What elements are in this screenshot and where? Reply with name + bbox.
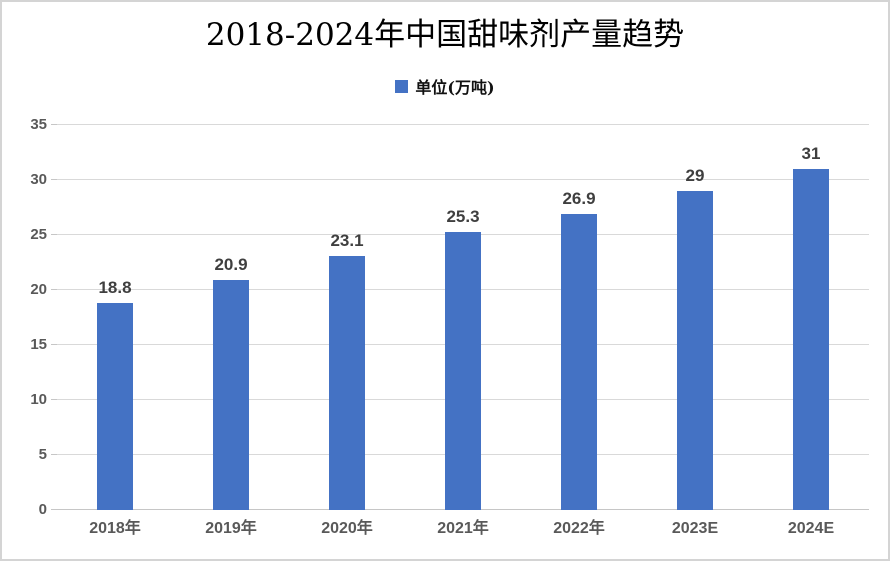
bar-value-label: 23.1 <box>330 230 364 250</box>
bar <box>445 231 481 510</box>
x-axis-label: 2021年 <box>437 520 489 537</box>
legend-swatch-icon <box>395 79 409 93</box>
chart-title: 2018-2024年中国甜味剂产量趋势 <box>205 17 685 53</box>
bar-value-label: 26.9 <box>562 189 596 209</box>
bar-group: 23.1 <box>289 125 405 510</box>
bar-group: 25.3 <box>405 125 521 510</box>
bar <box>677 191 713 510</box>
bar <box>213 280 249 510</box>
y-axis-tick <box>51 179 57 180</box>
y-axis-tick <box>51 124 57 125</box>
bar-value-label: 18.8 <box>98 278 132 298</box>
y-axis-tick <box>51 344 57 345</box>
y-axis-tick-label: 5 <box>38 446 47 463</box>
x-axis-label: 2023E <box>671 520 719 537</box>
y-axis-tick-label: 30 <box>30 170 47 188</box>
plot-area: 18.8 20.9 23.1 25.3 26.9 29 31 <box>51 124 869 510</box>
x-axis-label: 2020年 <box>321 520 373 537</box>
bar-value-label: 25.3 <box>446 206 480 226</box>
x-axis-label: 2024E <box>787 520 835 537</box>
y-axis: 0 5 10 15 20 25 30 35 <box>2 116 47 518</box>
bar-value-label: 31 <box>801 144 821 163</box>
gridline <box>57 124 869 125</box>
y-axis-tick <box>51 289 57 291</box>
x-axis-label: 2018年 <box>89 520 141 537</box>
bar-group: 29 <box>637 125 753 510</box>
y-axis-tick <box>51 399 57 401</box>
bar-group: 18.8 <box>57 125 173 510</box>
y-axis-tick <box>51 454 57 456</box>
legend-label: 单位(万吨) <box>415 78 495 97</box>
y-axis-tick-label: 25 <box>30 225 47 243</box>
bar-group: 20.9 <box>173 125 289 510</box>
bar-value-label: 20.9 <box>214 255 248 275</box>
x-axis-label: 2022年 <box>553 520 605 537</box>
y-axis-tick-label: 35 <box>30 116 47 133</box>
bar <box>97 303 133 510</box>
bar-group: 31 <box>753 125 869 510</box>
bar-series: 18.8 20.9 23.1 25.3 26.9 29 31 <box>57 125 869 510</box>
bar-value-label: 29 <box>685 166 705 186</box>
gridline <box>57 179 869 180</box>
y-axis-tick <box>51 234 57 235</box>
y-axis-tick-label: 0 <box>38 501 47 518</box>
y-axis-tick-label: 15 <box>30 335 47 353</box>
bar-group: 26.9 <box>521 125 637 510</box>
bar <box>561 214 597 510</box>
y-axis-tick-label: 10 <box>30 391 47 408</box>
x-axis: 2018年 2019年 2020年 2021年 2022年 2023E 2024E <box>57 519 869 539</box>
bar <box>793 169 829 510</box>
y-axis-tick-label: 20 <box>30 281 47 298</box>
bar <box>329 255 365 510</box>
legend: 单位(万吨) <box>2 74 888 98</box>
y-axis-tick <box>51 509 57 510</box>
x-axis-label: 2019年 <box>205 520 257 537</box>
